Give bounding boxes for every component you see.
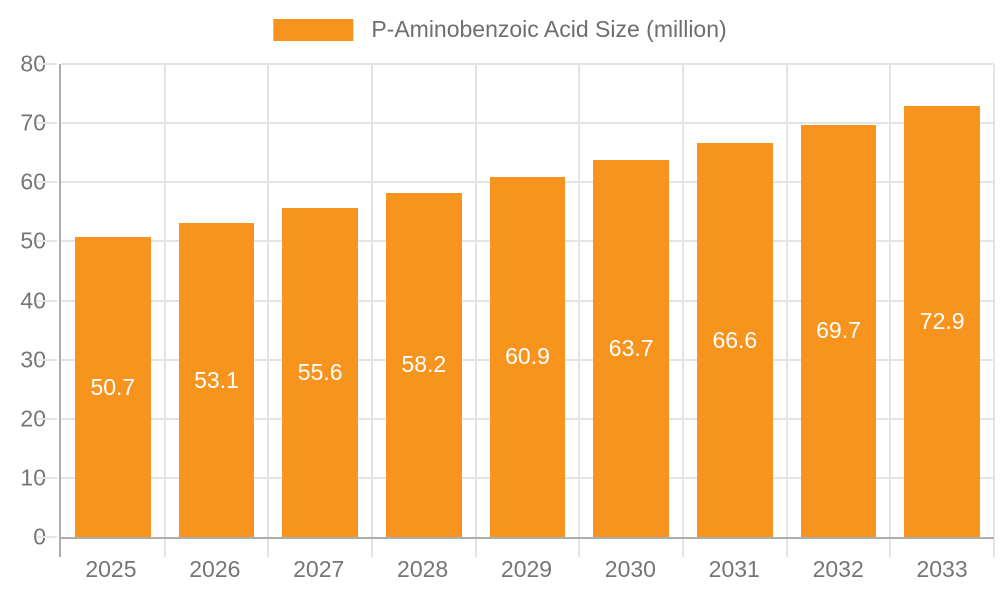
x-axis-label-2025: 2025 (85, 556, 137, 582)
x-axis-label-2032: 2032 (812, 556, 864, 582)
x-axis-tick (474, 539, 477, 557)
gridline-vertical (267, 64, 270, 537)
legend-label: P-Aminobenzoic Acid Size (million) (371, 16, 727, 42)
x-axis-labels: 2025 2026 2027 2028 2029 2030 2031 2032 2033 (59, 556, 994, 586)
bar-2028: 58.2 (385, 192, 462, 537)
gridline-vertical (681, 64, 684, 537)
bar-2027: 55.6 (282, 208, 358, 537)
y-axis-tick (37, 358, 57, 361)
bar-value-label: 63.7 (608, 335, 654, 362)
bar-value-label: 72.9 (919, 307, 965, 334)
x-axis-tick (267, 539, 270, 557)
y-axis-tick (37, 536, 57, 538)
y-axis-tick (37, 122, 57, 125)
legend: P-Aminobenzoic Acid Size (million) (273, 16, 727, 43)
bar-value-label: 66.6 (712, 326, 758, 353)
y-axis-tick (37, 299, 57, 302)
gridline-vertical (474, 64, 477, 537)
y-axis-labels: 0 10 20 30 40 50 60 70 80 (0, 51, 46, 550)
x-axis-label-2027: 2027 (293, 556, 345, 582)
gridline-vertical (889, 64, 892, 537)
x-axis-tick (578, 539, 581, 557)
gridline-vertical (993, 64, 995, 537)
bar-2025: 50.7 (74, 237, 151, 537)
bar-2031: 66.6 (696, 143, 773, 537)
x-axis-tick (785, 539, 788, 557)
bar-value-label: 55.6 (297, 359, 343, 386)
x-axis-label-2029: 2029 (500, 556, 553, 582)
x-axis-tick (681, 539, 684, 557)
bar-2030: 63.7 (593, 160, 669, 537)
bar-value-label: 58.2 (401, 351, 447, 378)
bar-value-label: 50.7 (90, 373, 136, 400)
legend-item[interactable]: P-Aminobenzoic Acid Size (million) (273, 16, 727, 43)
bar-value-label: 53.1 (194, 366, 239, 393)
gridline-vertical (785, 64, 788, 537)
gridline-vertical (370, 64, 373, 537)
x-axis-label-2028: 2028 (397, 556, 449, 582)
gridline-horizontal (61, 122, 994, 125)
bar-value-label: 60.9 (505, 343, 550, 370)
x-axis-label-2026: 2026 (189, 556, 241, 582)
gridline-vertical (578, 64, 581, 537)
x-axis-tick (163, 539, 166, 557)
y-axis-tick (37, 240, 57, 243)
legend-swatch-icon (273, 18, 354, 41)
bar-value-label: 69.7 (816, 317, 861, 344)
bar-2029: 60.9 (489, 176, 566, 537)
gridline-horizontal (61, 63, 994, 65)
bar-2026: 53.1 (178, 223, 255, 537)
plot-area: 50.7 53.1 55.6 58.2 60.9 63.7 66.6 69.7 72.9 (37, 63, 995, 557)
bar-2032: 69.7 (800, 124, 877, 537)
x-axis-label-2031: 2031 (708, 556, 760, 582)
y-axis-tick (37, 63, 57, 65)
bar-2033: 72.9 (904, 105, 980, 537)
x-axis-tick (993, 539, 995, 557)
x-axis-tick (889, 539, 892, 557)
x-axis-label-2033: 2033 (916, 556, 968, 582)
y-axis-tick (37, 476, 57, 479)
x-axis-tick (370, 539, 373, 557)
x-axis-tick (59, 539, 61, 557)
x-axis-label-2030: 2030 (604, 556, 656, 582)
y-axis-tick (37, 181, 57, 184)
y-axis-tick (37, 417, 57, 420)
gridline-vertical (163, 64, 166, 537)
